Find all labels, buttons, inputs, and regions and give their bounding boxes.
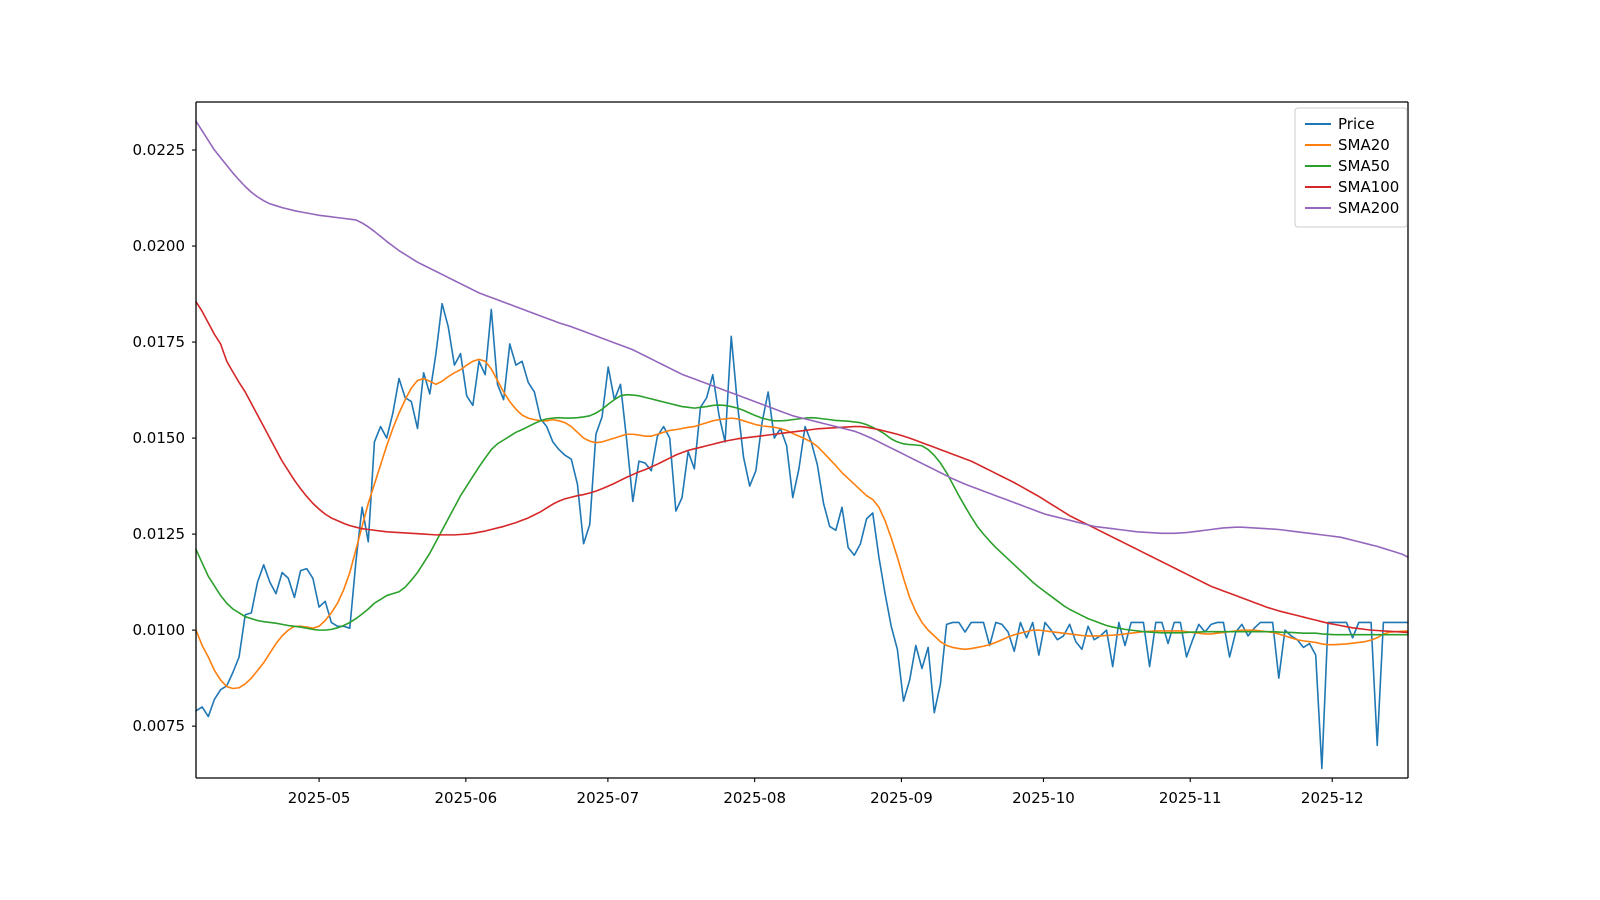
y-tick-label: 0.0225 [133, 141, 186, 159]
x-tick-label: 2025-10 [1012, 789, 1075, 807]
y-tick-label: 0.0200 [133, 237, 186, 255]
x-tick-label: 2025-11 [1159, 789, 1222, 807]
series-line-price [195, 302, 1409, 770]
x-tick-label: 2025-09 [870, 789, 933, 807]
legend-label-sma100: SMA100 [1338, 178, 1399, 196]
y-tick-label: 0.0075 [133, 717, 186, 735]
legend-label-sma200: SMA200 [1338, 199, 1399, 217]
legend-frame [1294, 107, 1408, 228]
x-tick-label: 2025-07 [577, 789, 640, 807]
x-axis-tickmarks [318, 778, 1333, 782]
chart-legend[interactable]: Price SMA20 SMA50 SMA100 SMA200 [1294, 107, 1408, 228]
legend-label-sma20: SMA20 [1338, 136, 1390, 154]
y-tick-label: 0.0175 [133, 333, 186, 351]
y-tick-label: 0.0100 [133, 621, 186, 639]
x-axis-tick-labels: 2025-05 2025-06 2025-07 2025-08 2025-09 2025-… [288, 789, 1364, 807]
x-tick-label: 2025-08 [723, 789, 786, 807]
x-tick-label: 2025-12 [1301, 789, 1364, 807]
y-tick-label: 0.0150 [133, 429, 186, 447]
legend-label-sma50: SMA50 [1338, 157, 1390, 175]
y-axis-tick-labels: 0.0075 0.0100 0.0125 0.0150 0.0175 0.0200 0.02… [133, 141, 186, 735]
series-line-sma200 [195, 120, 1409, 558]
series-line-sma100 [195, 300, 1409, 634]
x-tick-label: 2025-05 [288, 789, 351, 807]
data-series-group [195, 120, 1409, 770]
series-line-sma20 [195, 358, 1409, 690]
y-axis-tickmarks [192, 149, 196, 727]
x-tick-label: 2025-06 [435, 789, 498, 807]
y-tick-label: 0.0125 [133, 525, 186, 543]
legend-label-price: Price [1338, 115, 1375, 133]
